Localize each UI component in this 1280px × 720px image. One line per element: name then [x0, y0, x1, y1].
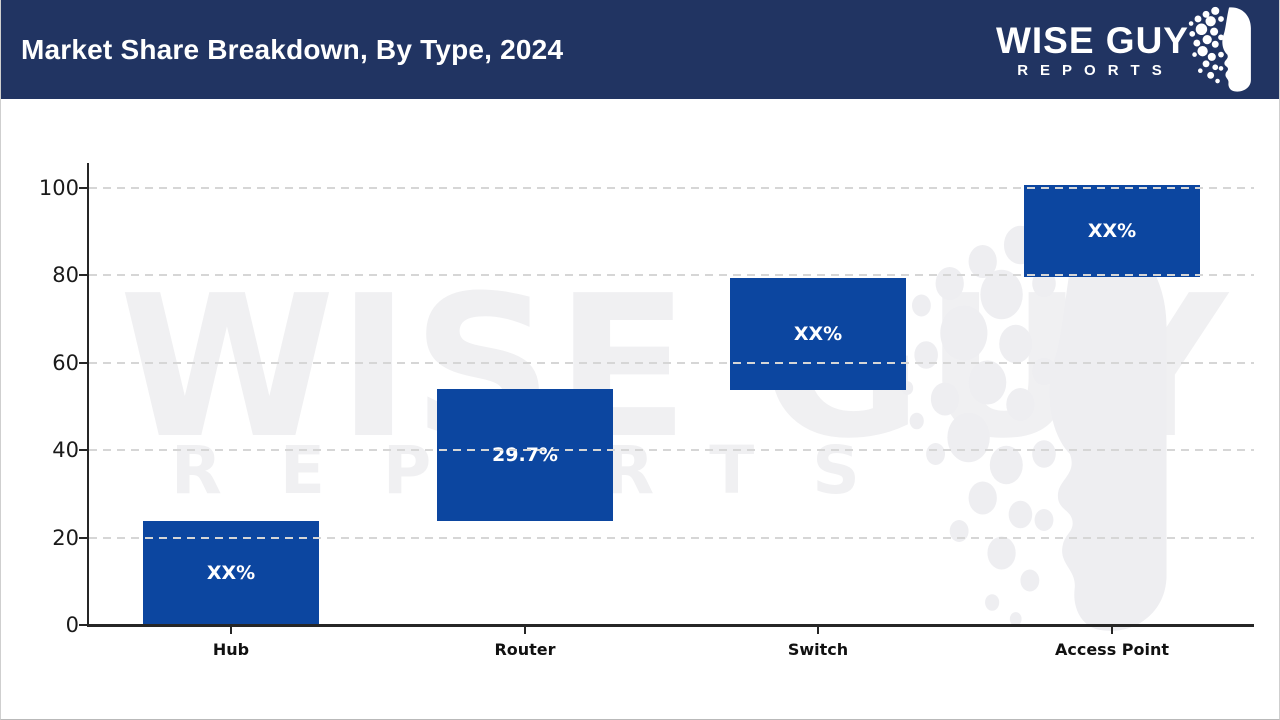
- brand-name: WISE GUY: [995, 19, 1189, 61]
- x-axis-tick-mark: [1111, 627, 1113, 634]
- brand-head-dots-icon: [1188, 6, 1251, 92]
- brand-subname: REPORTS: [1017, 61, 1174, 79]
- page-title: Market Share Breakdown, By Type, 2024: [21, 33, 564, 65]
- bar-router: 29.7%: [437, 388, 613, 521]
- x-axis-category-label: Access Point: [1054, 640, 1170, 659]
- x-axis-tick-mark: [230, 627, 232, 634]
- y-axis-tick-mark: [79, 536, 87, 539]
- gridline-y20: [89, 536, 1254, 539]
- x-axis-category-label: Switch: [787, 640, 849, 659]
- bar-value-label: XX%: [793, 322, 843, 345]
- y-axis-tick-label: 40: [52, 438, 79, 463]
- gridline-y60: [89, 361, 1254, 364]
- watermark-head-dots-graphic: [901, 225, 1167, 631]
- y-axis-tick-label: 60: [52, 350, 79, 375]
- x-axis-category-label: Hub: [212, 640, 250, 659]
- x-axis-category-label: Router: [494, 640, 556, 659]
- y-axis-tick-label: 0: [65, 613, 79, 637]
- x-axis-tick-mark: [817, 627, 819, 634]
- gridline-y40: [89, 449, 1254, 452]
- gridline-y80: [89, 274, 1254, 277]
- bar-value-label: XX%: [206, 561, 256, 584]
- header-band: Market Share Breakdown, By Type, 2024 WI…: [1, 0, 1279, 99]
- y-axis-tick-label: 80: [52, 263, 79, 288]
- bar-value-label: XX%: [1087, 219, 1137, 242]
- bar-switch: XX%: [730, 277, 906, 390]
- y-axis-tick-mark: [79, 624, 87, 626]
- x-axis-tick-mark: [524, 627, 526, 634]
- y-axis-tick-mark: [79, 449, 87, 452]
- gridline-y100: [89, 186, 1254, 189]
- brand-logo: WISE GUY REPORTS: [996, 4, 1267, 96]
- y-axis-tick-mark: [79, 361, 87, 364]
- y-axis-tick-mark: [79, 186, 87, 189]
- brand-logo-text: WISE GUY REPORTS: [996, 22, 1189, 78]
- y-axis-tick-label: 20: [52, 525, 79, 550]
- y-axis-tick-label: 100: [38, 175, 79, 200]
- y-axis-line: [87, 163, 89, 627]
- bar-value-label: 29.7%: [492, 443, 558, 466]
- x-axis-line: [87, 624, 1254, 627]
- y-axis-tick-mark: [79, 274, 87, 277]
- bar-access-point: XX%: [1024, 185, 1200, 277]
